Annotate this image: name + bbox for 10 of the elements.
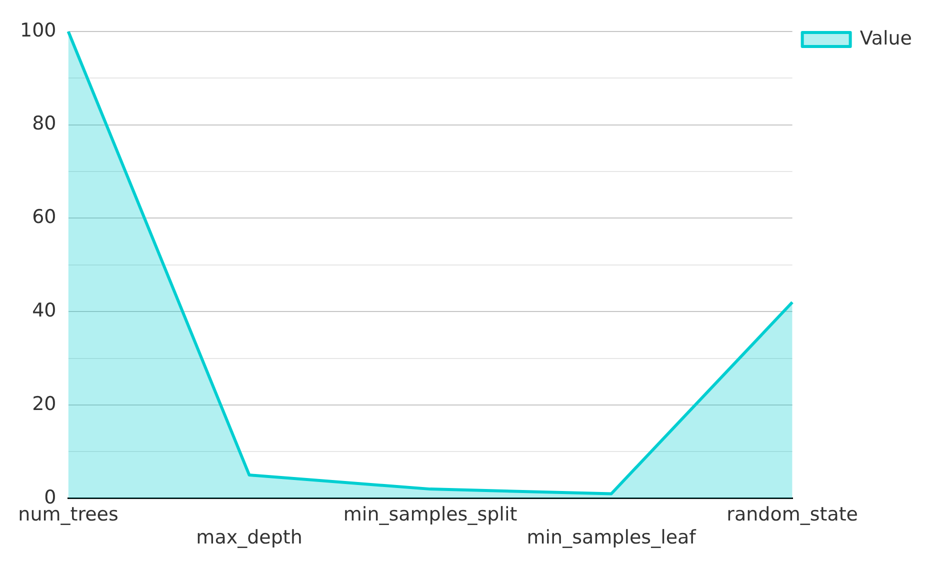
- y-tick-label: 20: [32, 392, 56, 415]
- y-tick-label: 100: [20, 19, 56, 42]
- y-tick-label: 40: [32, 300, 56, 322]
- x-tick-label: max_depth: [196, 526, 302, 549]
- y-tick-label: 80: [32, 112, 56, 135]
- legend-label: Value: [860, 27, 912, 50]
- x-tick-label: min_samples_leaf: [526, 526, 698, 549]
- x-tick-label: random_state: [726, 504, 858, 526]
- y-tick-label: 60: [32, 206, 56, 228]
- x-tick-label: min_samples_split: [343, 504, 518, 526]
